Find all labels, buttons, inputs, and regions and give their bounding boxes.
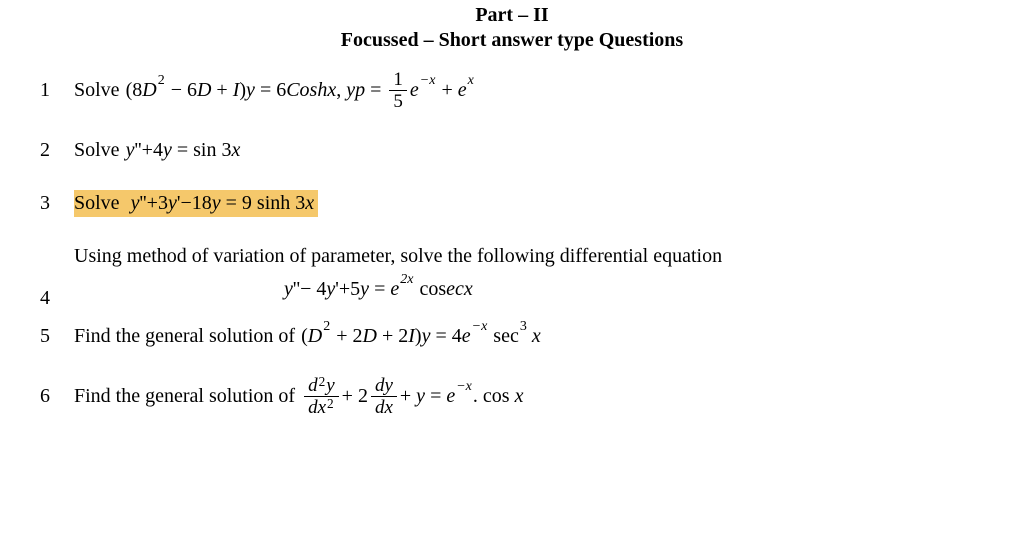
question-3: 3 Solve y''+3y'−18y = 9 sinh 3x xyxy=(40,190,984,217)
equation-row: y''− 4y'+5y = e2x cosecx xyxy=(284,278,984,301)
verb: Find the general solution of xyxy=(74,325,295,348)
question-body: Solve y''+3y'−18y = 9 sinh 3x xyxy=(74,190,984,217)
equation: (D2 + 2D + 2I)y = 4e−x sec3x xyxy=(301,325,541,348)
question-number: 2 xyxy=(40,139,74,162)
verb: Solve xyxy=(74,192,120,214)
question-2: 2 Solve y''+4y = sin 3x xyxy=(40,139,984,162)
verb: Find the general solution of xyxy=(74,385,295,408)
page: Part – II Focussed – Short answer type Q… xyxy=(0,4,1024,558)
question-number: 1 xyxy=(40,79,74,102)
question-body: Find the general solution of (D2 + 2D + … xyxy=(74,325,984,348)
question-body: Solve (8D2 − 6D + I)y = 6Coshx, yp = 15 … xyxy=(74,70,984,111)
question-number: 4 xyxy=(40,287,74,310)
question-6: 6 Find the general solution of d2y dx2 +… xyxy=(40,376,984,417)
question-1: 1 Solve (8D2 − 6D + I)y = 6Coshx, yp = 1… xyxy=(40,70,984,111)
question-5: 5 Find the general solution of (D2 + 2D … xyxy=(40,325,984,348)
part-title: Part – II xyxy=(40,4,984,27)
question-number: 6 xyxy=(40,385,74,408)
equation: d2y dx2 + 2 dy dx + y = e−x. cos x xyxy=(301,376,523,417)
highlight: Solve y''+3y'−18y = 9 sinh 3x xyxy=(74,190,318,217)
question-body: Using method of variation of parameter, … xyxy=(74,245,984,325)
question-body: Solve y''+4y = sin 3x xyxy=(74,139,984,162)
question-number: 5 xyxy=(40,325,74,348)
question-body: Find the general solution of d2y dx2 + 2… xyxy=(74,376,984,417)
intro-text: Using method of variation of parameter, … xyxy=(74,245,984,268)
subtitle: Focussed – Short answer type Questions xyxy=(40,29,984,52)
verb: Solve xyxy=(74,79,120,102)
equation: (8D2 − 6D + I)y = 6Coshx, yp = 15 e−x + … xyxy=(126,70,475,111)
equation: y''+3y'−18y = 9 sinh 3x xyxy=(131,192,315,215)
verb: Solve xyxy=(74,139,120,162)
question-number: 3 xyxy=(40,192,74,215)
equation: y''− 4y'+5y = e2x cosecx xyxy=(284,278,473,301)
question-4: 4 Using method of variation of parameter… xyxy=(40,245,984,325)
equation: y''+4y = sin 3x xyxy=(126,139,241,162)
